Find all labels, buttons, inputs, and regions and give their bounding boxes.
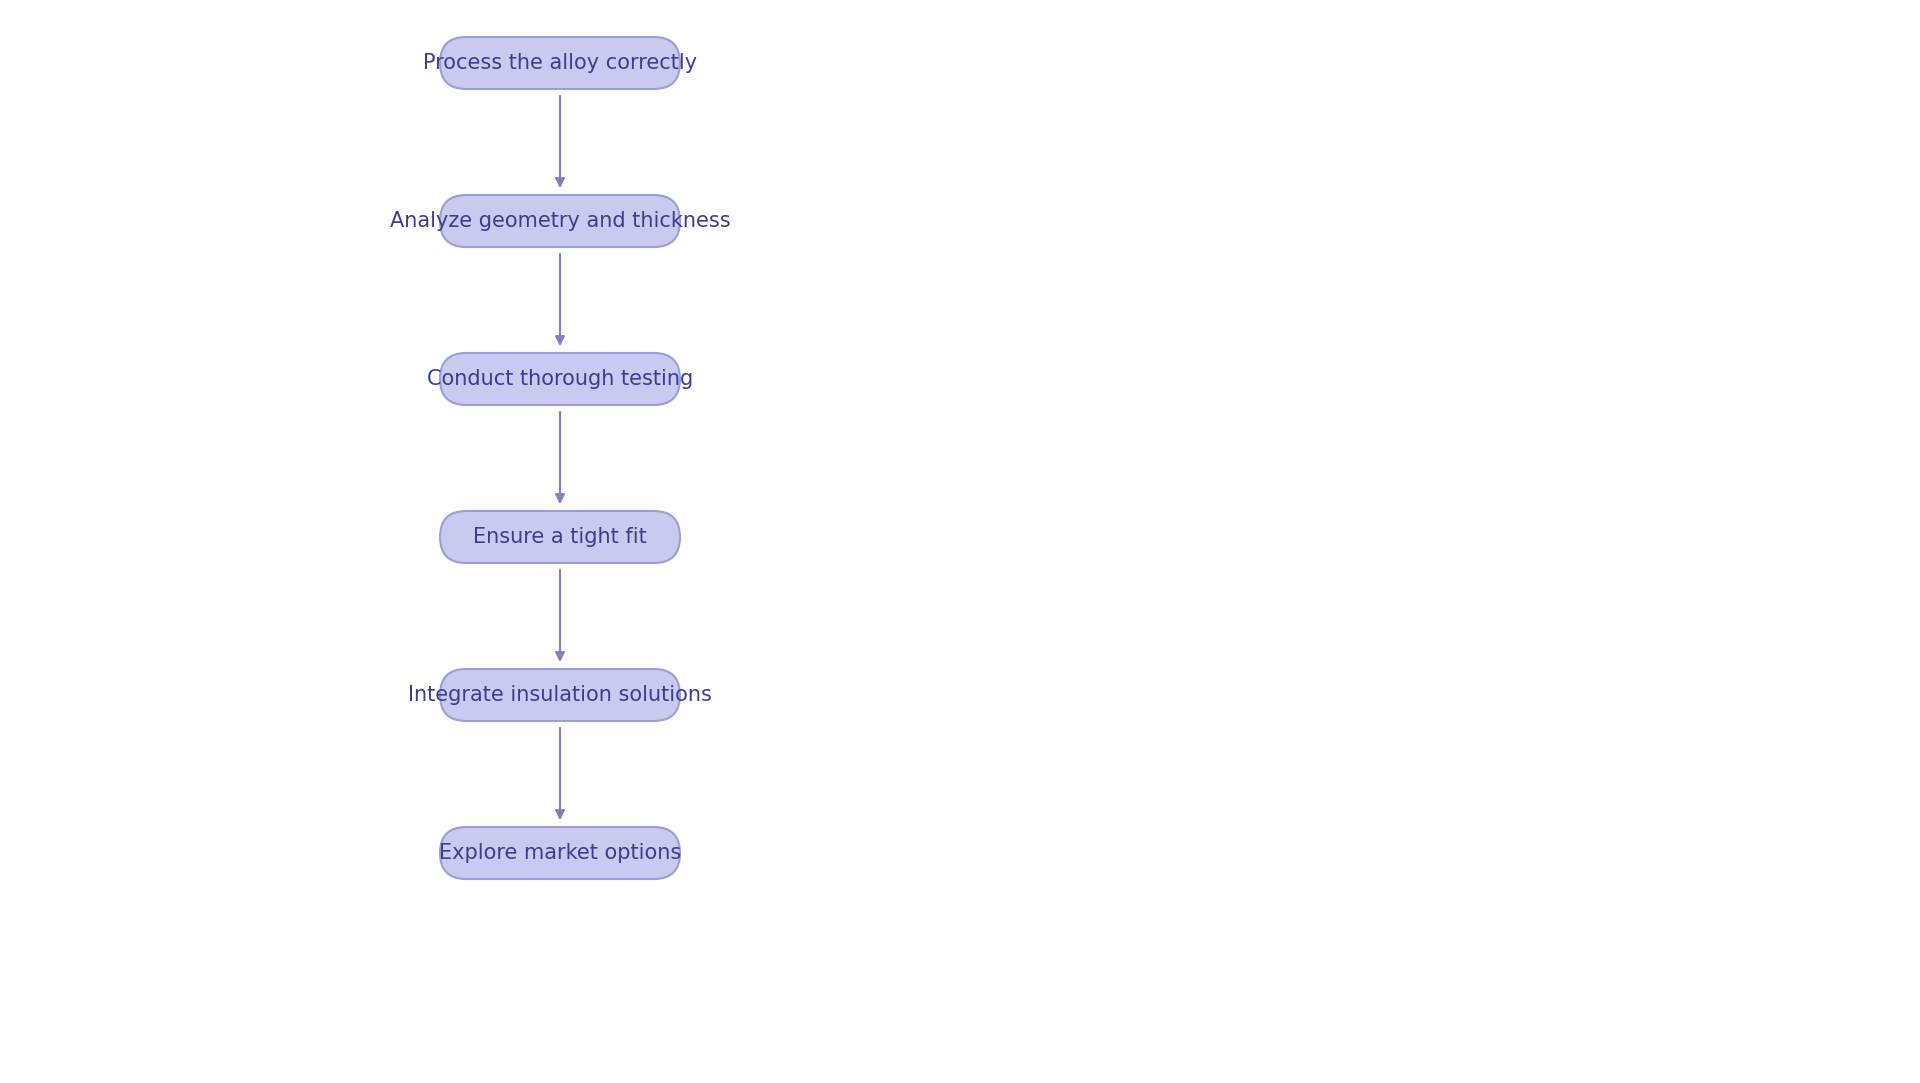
- FancyBboxPatch shape: [440, 827, 680, 879]
- Text: Conduct thorough testing: Conduct thorough testing: [426, 369, 693, 389]
- Text: Analyze geometry and thickness: Analyze geometry and thickness: [390, 211, 730, 231]
- Text: Process the alloy correctly: Process the alloy correctly: [422, 53, 697, 73]
- Text: Ensure a tight fit: Ensure a tight fit: [472, 527, 647, 547]
- FancyBboxPatch shape: [440, 353, 680, 405]
- FancyBboxPatch shape: [440, 37, 680, 89]
- Text: Explore market options: Explore market options: [440, 843, 682, 863]
- FancyBboxPatch shape: [440, 669, 680, 721]
- FancyBboxPatch shape: [440, 511, 680, 563]
- Text: Integrate insulation solutions: Integrate insulation solutions: [409, 686, 712, 705]
- FancyBboxPatch shape: [440, 195, 680, 247]
